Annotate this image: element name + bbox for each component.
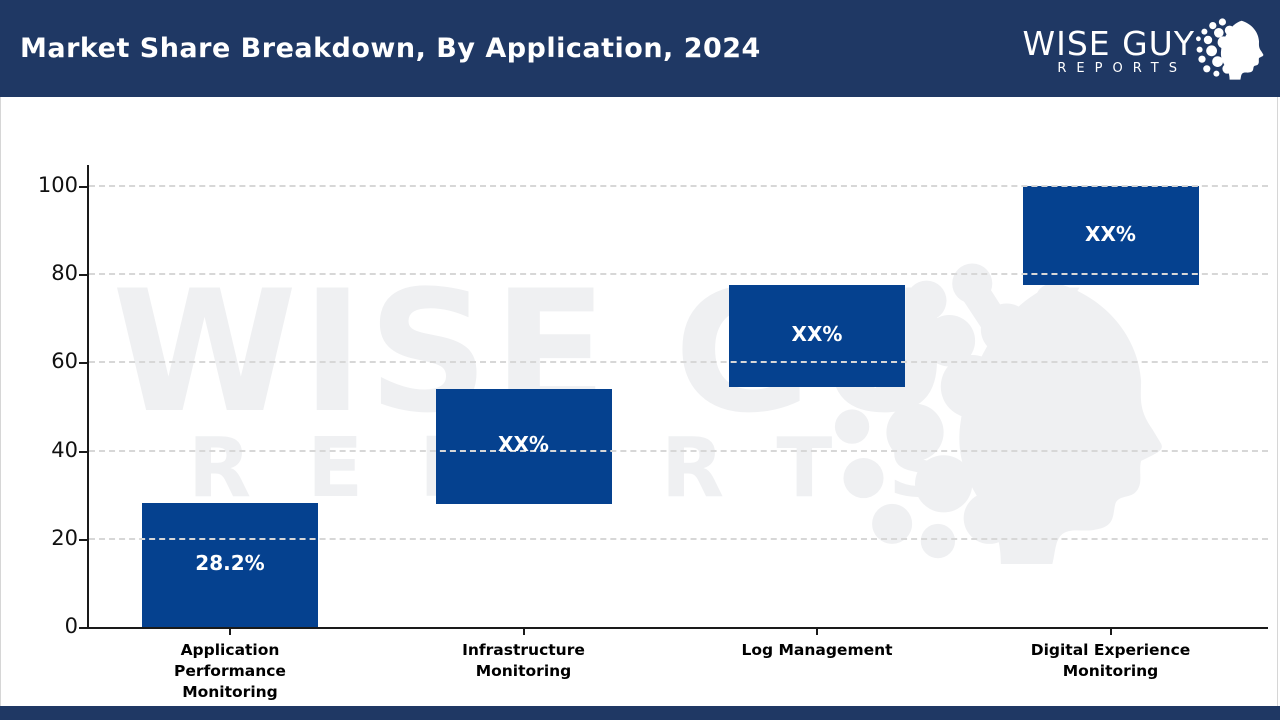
bar-value-label: XX%	[1085, 221, 1136, 246]
y-tick-label: 20	[51, 525, 78, 550]
logo-wordmark: WISE GUY	[1022, 24, 1195, 63]
y-tick-mark	[79, 627, 87, 629]
bar	[142, 502, 318, 627]
gridline	[89, 185, 1268, 187]
gridline	[89, 537, 1268, 540]
x-axis-label: Application Performance Monitoring	[174, 641, 286, 701]
x-tick-mark	[816, 629, 818, 635]
x-tick-mark	[229, 629, 231, 635]
y-tick-label: 40	[51, 437, 78, 462]
logo-subtitle: REPORTS	[1057, 61, 1187, 76]
header-band: Market Share Breakdown, By Application, …	[0, 0, 1280, 97]
wiseguy-face-logo-icon	[1196, 18, 1264, 80]
y-tick-label: 100	[37, 173, 78, 197]
gridline	[89, 449, 1268, 452]
x-tick-mark	[522, 629, 525, 635]
bar-value-label: XX%	[791, 321, 843, 346]
x-axis-label: Log Management	[741, 641, 893, 659]
y-tick-label: 80	[51, 261, 78, 286]
bar-value-label: 28.2%	[195, 550, 265, 575]
y-tick-mark	[79, 186, 87, 188]
bar	[729, 285, 905, 387]
y-tick-mark	[79, 450, 87, 453]
y-tick-label: 60	[51, 349, 78, 374]
bar-value-label: XX%	[498, 432, 549, 457]
x-tick-mark	[1109, 629, 1112, 635]
y-tick-mark	[79, 274, 87, 277]
x-axis-label: Infrastructure Monitoring	[462, 641, 585, 680]
x-axis-label: Digital Experience Monitoring	[1030, 641, 1191, 680]
gridline	[89, 273, 1268, 276]
bar	[1022, 186, 1199, 286]
gridline	[89, 361, 1268, 364]
y-tick-label: 0	[64, 614, 78, 638]
page-title: Market Share Breakdown, By Application, …	[20, 33, 761, 64]
y-tick-mark	[79, 538, 87, 541]
wiseguy-logo: WISE GUY REPORTS	[1010, 0, 1270, 97]
y-axis-line	[87, 165, 89, 629]
x-axis-line	[87, 627, 1268, 629]
footer-band	[0, 706, 1280, 720]
bar	[435, 388, 612, 504]
y-tick-mark	[79, 362, 87, 365]
